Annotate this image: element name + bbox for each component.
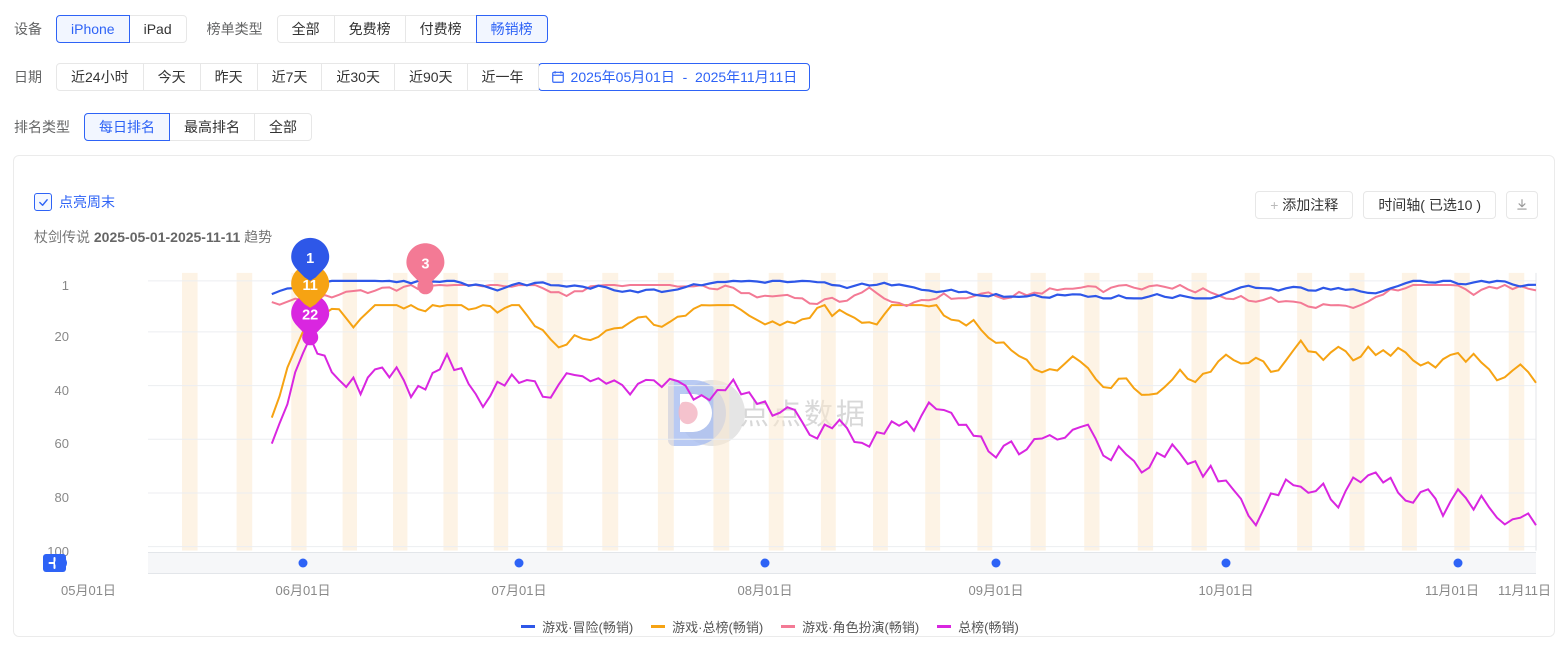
svg-text:22: 22 — [302, 307, 318, 323]
svg-text:1: 1 — [306, 251, 314, 267]
svg-text:3: 3 — [421, 256, 429, 272]
